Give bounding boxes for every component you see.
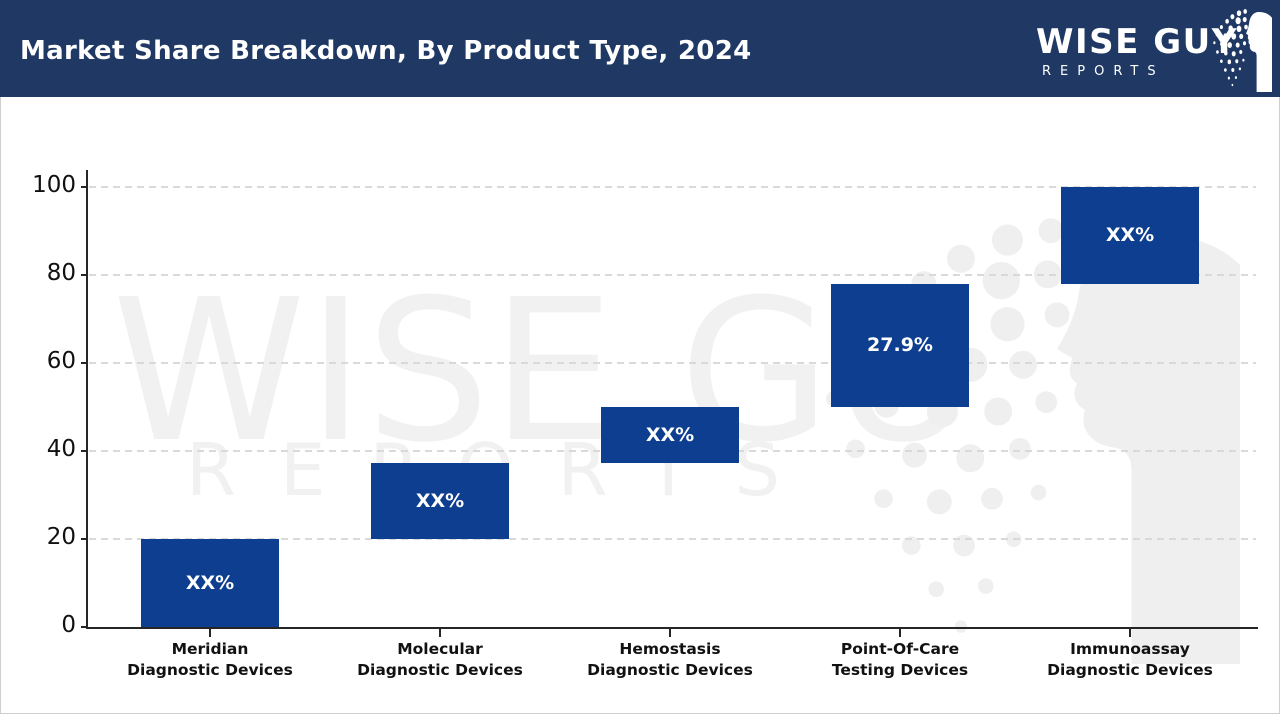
bar-value-label: XX% bbox=[415, 489, 465, 512]
y-axis-line bbox=[86, 170, 88, 629]
x-category-label: Meridian Diagnostic Devices bbox=[95, 639, 325, 681]
header-bar: Market Share Breakdown, By Product Type,… bbox=[0, 0, 1280, 97]
x-tick-mark bbox=[1129, 629, 1131, 637]
chart-title: Market Share Breakdown, By Product Type,… bbox=[20, 36, 752, 66]
x-category-label-line: Hemostasis bbox=[619, 640, 721, 658]
x-tick-mark bbox=[209, 629, 211, 637]
bar: 27.9% bbox=[831, 283, 969, 407]
x-category-label: Hemostasis Diagnostic Devices bbox=[555, 639, 785, 681]
x-category-label-line: Diagnostic Devices bbox=[1047, 661, 1213, 679]
y-tick-label: 100 bbox=[32, 172, 76, 198]
gridline bbox=[89, 362, 1256, 364]
bar: XX% bbox=[601, 406, 739, 463]
y-tick-mark bbox=[81, 274, 88, 276]
x-category-label-line: Testing Devices bbox=[831, 661, 969, 679]
x-tick-mark bbox=[669, 629, 671, 637]
y-tick-mark bbox=[81, 362, 88, 364]
y-tick-label: 80 bbox=[46, 260, 76, 286]
x-tick-mark bbox=[899, 629, 901, 637]
y-tick-label: 20 bbox=[46, 524, 76, 550]
gridline bbox=[89, 186, 1256, 188]
y-tick-label: 0 bbox=[61, 612, 76, 638]
x-axis-line bbox=[86, 627, 1258, 629]
gridline bbox=[89, 274, 1256, 276]
logo-subtitle: REPORTS bbox=[1042, 64, 1165, 79]
bar-value-label: XX% bbox=[1105, 224, 1155, 247]
x-tick-mark bbox=[439, 629, 441, 637]
y-tick-mark bbox=[81, 450, 88, 452]
x-category-label: Molecular Diagnostic Devices bbox=[325, 639, 555, 681]
logo-wordmark: WISE GUY bbox=[1036, 22, 1238, 62]
y-tick-mark bbox=[81, 626, 88, 628]
y-tick-mark bbox=[81, 538, 88, 540]
bar-value-label: XX% bbox=[185, 572, 235, 594]
gridline bbox=[89, 538, 1256, 540]
bar: XX% bbox=[371, 462, 509, 539]
bar: XX% bbox=[1061, 187, 1199, 284]
y-tick-label: 40 bbox=[46, 436, 76, 462]
bar: XX% bbox=[141, 539, 279, 627]
x-category-label-line: Immunoassay bbox=[1070, 640, 1190, 658]
x-category-label: Immunoassay Diagnostic Devices bbox=[1015, 639, 1245, 681]
x-category-label-line: Diagnostic Devices bbox=[587, 661, 753, 679]
x-category-label-line: Molecular bbox=[397, 640, 483, 658]
x-category-label-line: Point-Of-Care bbox=[840, 640, 960, 658]
y-tick-label: 60 bbox=[46, 348, 76, 374]
y-tick-mark bbox=[81, 186, 88, 188]
wiseguy-logo: WISE GUY REPORTS bbox=[1028, 8, 1272, 92]
x-category-label: Point-Of-Care Testing Devices bbox=[785, 639, 1015, 681]
bar-value-label: 27.9% bbox=[867, 334, 933, 357]
x-category-label-line: Diagnostic Devices bbox=[357, 661, 523, 679]
x-category-label-line: Meridian bbox=[171, 640, 249, 658]
bar-value-label: XX% bbox=[645, 423, 695, 446]
x-category-label-line: Diagnostic Devices bbox=[127, 661, 293, 679]
face-profile-icon bbox=[1206, 8, 1272, 92]
